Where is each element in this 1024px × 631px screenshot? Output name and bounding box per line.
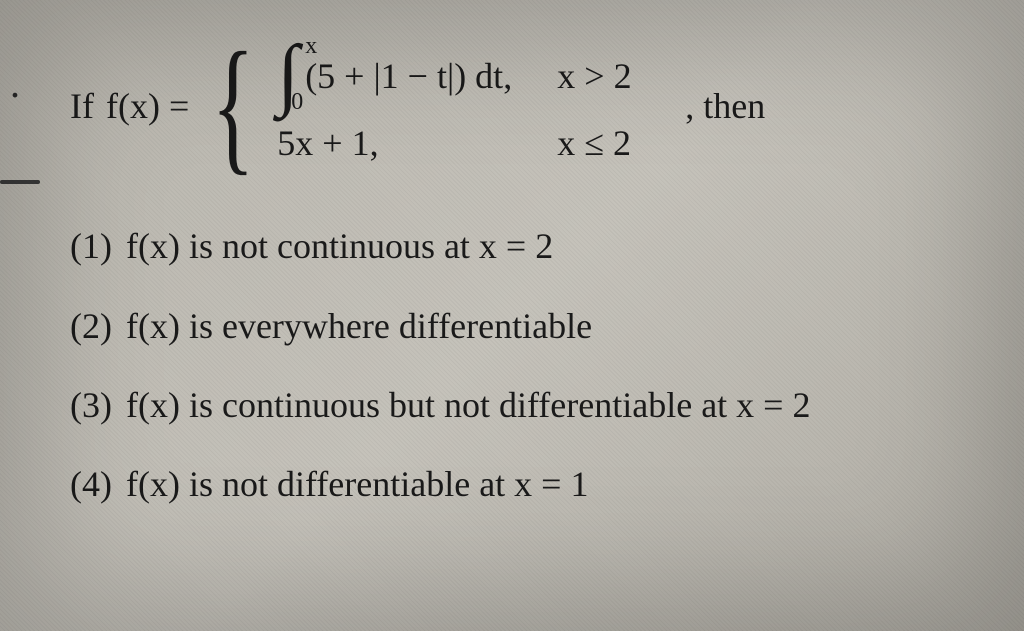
- question-stem: If f(x) = { ∫ x 0 (5 + |1 − t|) dt,: [70, 30, 974, 181]
- option-4-number: (4): [70, 454, 112, 515]
- case-1-condition: x > 2: [557, 51, 667, 101]
- case-2-expression: 5x + 1,: [277, 118, 557, 168]
- option-2-text: f(x) is everywhere differentiable: [126, 296, 592, 357]
- option-3: (3) f(x) is continuous but not different…: [70, 375, 974, 436]
- option-4-text: f(x) is not differentiable at x = 1: [126, 454, 589, 515]
- case-1-expression: ∫ x 0 (5 + |1 − t|) dt,: [277, 38, 557, 113]
- integral-expression: ∫ x 0 (5 + |1 − t|) dt,: [277, 38, 512, 113]
- option-3-text: f(x) is continuous but not differentiabl…: [126, 375, 811, 436]
- question-page: If f(x) = { ∫ x 0 (5 + |1 − t|) dt,: [0, 0, 1024, 563]
- option-4: (4) f(x) is not differentiable at x = 1: [70, 454, 974, 515]
- stem-if-text: If: [70, 81, 94, 131]
- integral-sign: ∫ x 0: [277, 38, 299, 113]
- option-2: (2) f(x) is everywhere differentiable: [70, 296, 974, 357]
- stem-fx-equals: f(x) =: [106, 81, 189, 131]
- stem-then-text: , then: [685, 81, 765, 131]
- left-brace: {: [212, 30, 255, 181]
- integral-lower-limit: 0: [291, 86, 303, 120]
- option-2-number: (2): [70, 296, 112, 357]
- integrand-text: (5 + |1 − t|) dt,: [305, 51, 512, 101]
- case-2-condition: x ≤ 2: [557, 118, 667, 168]
- case-row-1: ∫ x 0 (5 + |1 − t|) dt, x > 2: [277, 38, 667, 113]
- option-1: (1) f(x) is not continuous at x = 2: [70, 216, 974, 277]
- integral-upper-limit: x: [305, 30, 317, 64]
- option-3-number: (3): [70, 375, 112, 436]
- piecewise-definition: { ∫ x 0 (5 + |1 − t|) dt, x > 2: [197, 30, 667, 181]
- option-1-text: f(x) is not continuous at x = 2: [126, 216, 553, 277]
- options-list: (1) f(x) is not continuous at x = 2 (2) …: [70, 216, 974, 515]
- cases-container: ∫ x 0 (5 + |1 − t|) dt, x > 2 5x + 1, x …: [277, 30, 667, 181]
- case-row-2: 5x + 1, x ≤ 2: [277, 113, 667, 173]
- option-1-number: (1): [70, 216, 112, 277]
